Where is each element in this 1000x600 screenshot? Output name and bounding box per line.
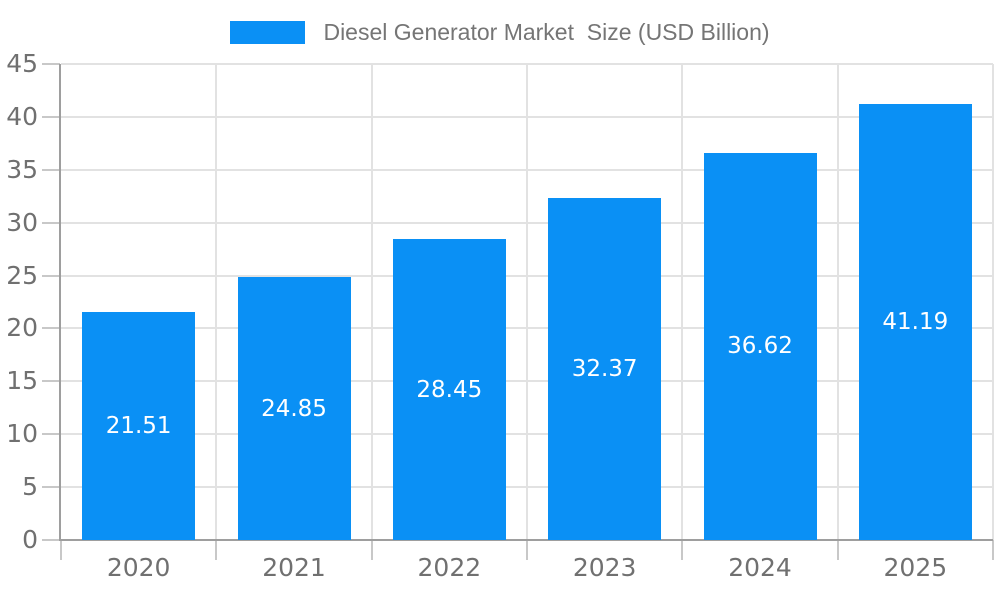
legend-label: Diesel Generator Market Size (USD Billio… xyxy=(323,19,770,45)
y-axis-tick xyxy=(42,486,60,489)
x-tick-label: 2025 xyxy=(883,553,948,582)
x-axis-tick xyxy=(215,540,218,560)
x-axis-tick xyxy=(370,540,373,560)
y-axis-tick xyxy=(42,168,60,171)
y-tick-label: 25 xyxy=(6,260,38,290)
gridline-vertical xyxy=(836,64,839,540)
bar-2023[interactable] xyxy=(548,197,662,540)
bar-2022[interactable] xyxy=(392,239,506,540)
y-axis-tick xyxy=(42,327,60,330)
x-tick-label: 2022 xyxy=(417,553,482,582)
y-tick-label: 45 xyxy=(6,49,38,78)
gridline-vertical xyxy=(992,64,994,540)
y-axis-tick xyxy=(42,274,60,277)
x-axis-tick xyxy=(992,540,994,560)
bar-2020[interactable] xyxy=(82,312,196,540)
y-tick-label: 30 xyxy=(6,207,38,237)
bar-value-label: 41.19 xyxy=(882,309,949,336)
x-tick-label: 2024 xyxy=(728,553,792,582)
bar-value-label: 24.85 xyxy=(261,395,327,422)
bar-2024[interactable] xyxy=(703,152,817,540)
y-tick-label: 15 xyxy=(6,366,38,396)
gridline-vertical xyxy=(215,64,218,540)
y-axis-tick xyxy=(42,115,60,118)
x-tick-label: 2020 xyxy=(106,553,171,582)
y-tick-label: 5 xyxy=(22,472,38,502)
y-axis-line xyxy=(59,64,61,540)
y-axis-tick xyxy=(42,380,60,383)
x-axis-line xyxy=(59,539,993,541)
y-axis-tick xyxy=(42,433,60,436)
y-axis-tick xyxy=(42,221,60,224)
gridline-vertical xyxy=(370,64,373,540)
x-tick-label: 2023 xyxy=(572,553,637,582)
bar-value-label: 28.45 xyxy=(416,376,483,403)
x-axis-tick xyxy=(681,540,684,560)
gridline-vertical xyxy=(681,64,684,540)
y-axis-tick xyxy=(42,539,60,541)
x-axis-tick xyxy=(836,540,839,560)
y-axis-tick xyxy=(42,63,60,65)
y-tick-label: 0 xyxy=(22,525,38,554)
legend-swatch-icon xyxy=(230,21,306,45)
bar-value-label: 32.37 xyxy=(571,355,638,382)
x-axis-tick xyxy=(60,540,62,560)
gridline-vertical xyxy=(526,64,528,540)
bar-value-label: 36.62 xyxy=(727,333,793,360)
y-tick-label: 20 xyxy=(6,313,38,343)
x-tick-label: 2021 xyxy=(262,553,326,582)
y-tick-label: 40 xyxy=(6,101,38,131)
x-axis-tick xyxy=(526,540,528,560)
y-tick-label: 10 xyxy=(6,419,38,449)
y-tick-label: 35 xyxy=(6,154,38,184)
bar-2021[interactable] xyxy=(237,277,351,540)
bar-value-label: 21.51 xyxy=(105,413,172,440)
legend[interactable]: Diesel Generator Market Size (USD Billio… xyxy=(0,19,1000,45)
bar-2025[interactable] xyxy=(858,104,972,540)
